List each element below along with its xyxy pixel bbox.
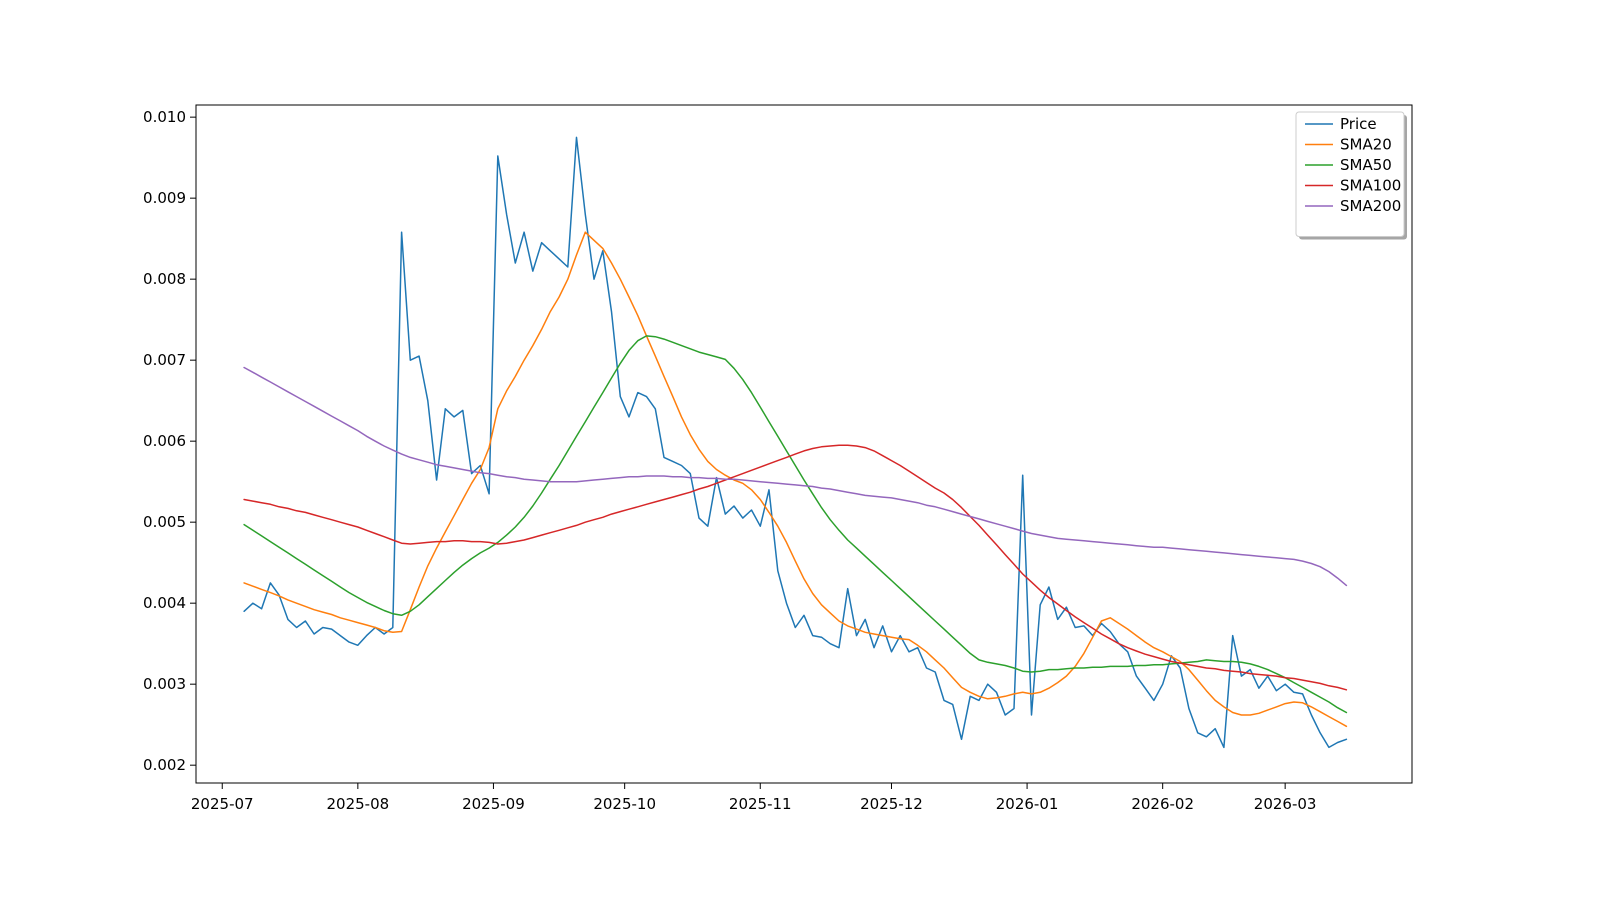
legend-item-sma50: SMA50 — [1305, 156, 1392, 174]
axes-border — [195, 104, 1413, 784]
x-tick-label: 2026-01 — [996, 795, 1059, 813]
series-line-sma100 — [243, 444, 1348, 691]
series-line-price — [243, 136, 1348, 749]
series-line-sma200 — [243, 366, 1348, 587]
x-tick-label: 2025-12 — [860, 795, 923, 813]
legend-label: SMA20 — [1340, 136, 1392, 154]
legend-item-sma100: SMA100 — [1305, 177, 1401, 195]
y-tick-label: 0.005 — [143, 513, 186, 531]
y-axis: 0.002 0.003 0.004 0.005 0.006 0.007 0.008 0.009… — [143, 108, 196, 774]
legend-label: SMA200 — [1340, 197, 1401, 215]
x-tick-label: 2025-11 — [729, 795, 792, 813]
y-tick-label: 0.002 — [143, 756, 186, 774]
x-tick-label: 2026-03 — [1254, 795, 1317, 813]
legend-item-sma20: SMA20 — [1305, 136, 1392, 154]
series-line-sma20 — [243, 231, 1348, 728]
y-tick-label: 0.006 — [143, 432, 186, 450]
y-tick-label: 0.010 — [143, 108, 186, 126]
x-tick-label: 2025-10 — [593, 795, 656, 813]
legend-label: SMA50 — [1340, 156, 1392, 174]
x-tick-label: 2026-02 — [1131, 795, 1194, 813]
y-tick-label: 0.007 — [143, 351, 186, 369]
x-tick-label: 2025-09 — [462, 795, 525, 813]
x-tick-label: 2025-08 — [326, 795, 389, 813]
legend-label: SMA100 — [1340, 177, 1401, 195]
y-tick-label: 0.004 — [143, 594, 186, 612]
legend-item-sma200: SMA200 — [1305, 197, 1401, 215]
x-tick-label: 2025-07 — [191, 795, 254, 813]
x-axis: 2025-07 2025-08 2025-09 2025-10 2025-11 2025-… — [191, 783, 1317, 813]
y-tick-label: 0.008 — [143, 270, 186, 288]
legend: Price SMA20 SMA50 SMA100 SMA200 — [1295, 111, 1407, 240]
y-tick-label: 0.009 — [143, 189, 186, 207]
legend-label: Price — [1340, 115, 1377, 133]
y-tick-label: 0.003 — [143, 675, 186, 693]
legend-item-price: Price — [1305, 115, 1377, 133]
series-line-sma50 — [243, 335, 1348, 714]
